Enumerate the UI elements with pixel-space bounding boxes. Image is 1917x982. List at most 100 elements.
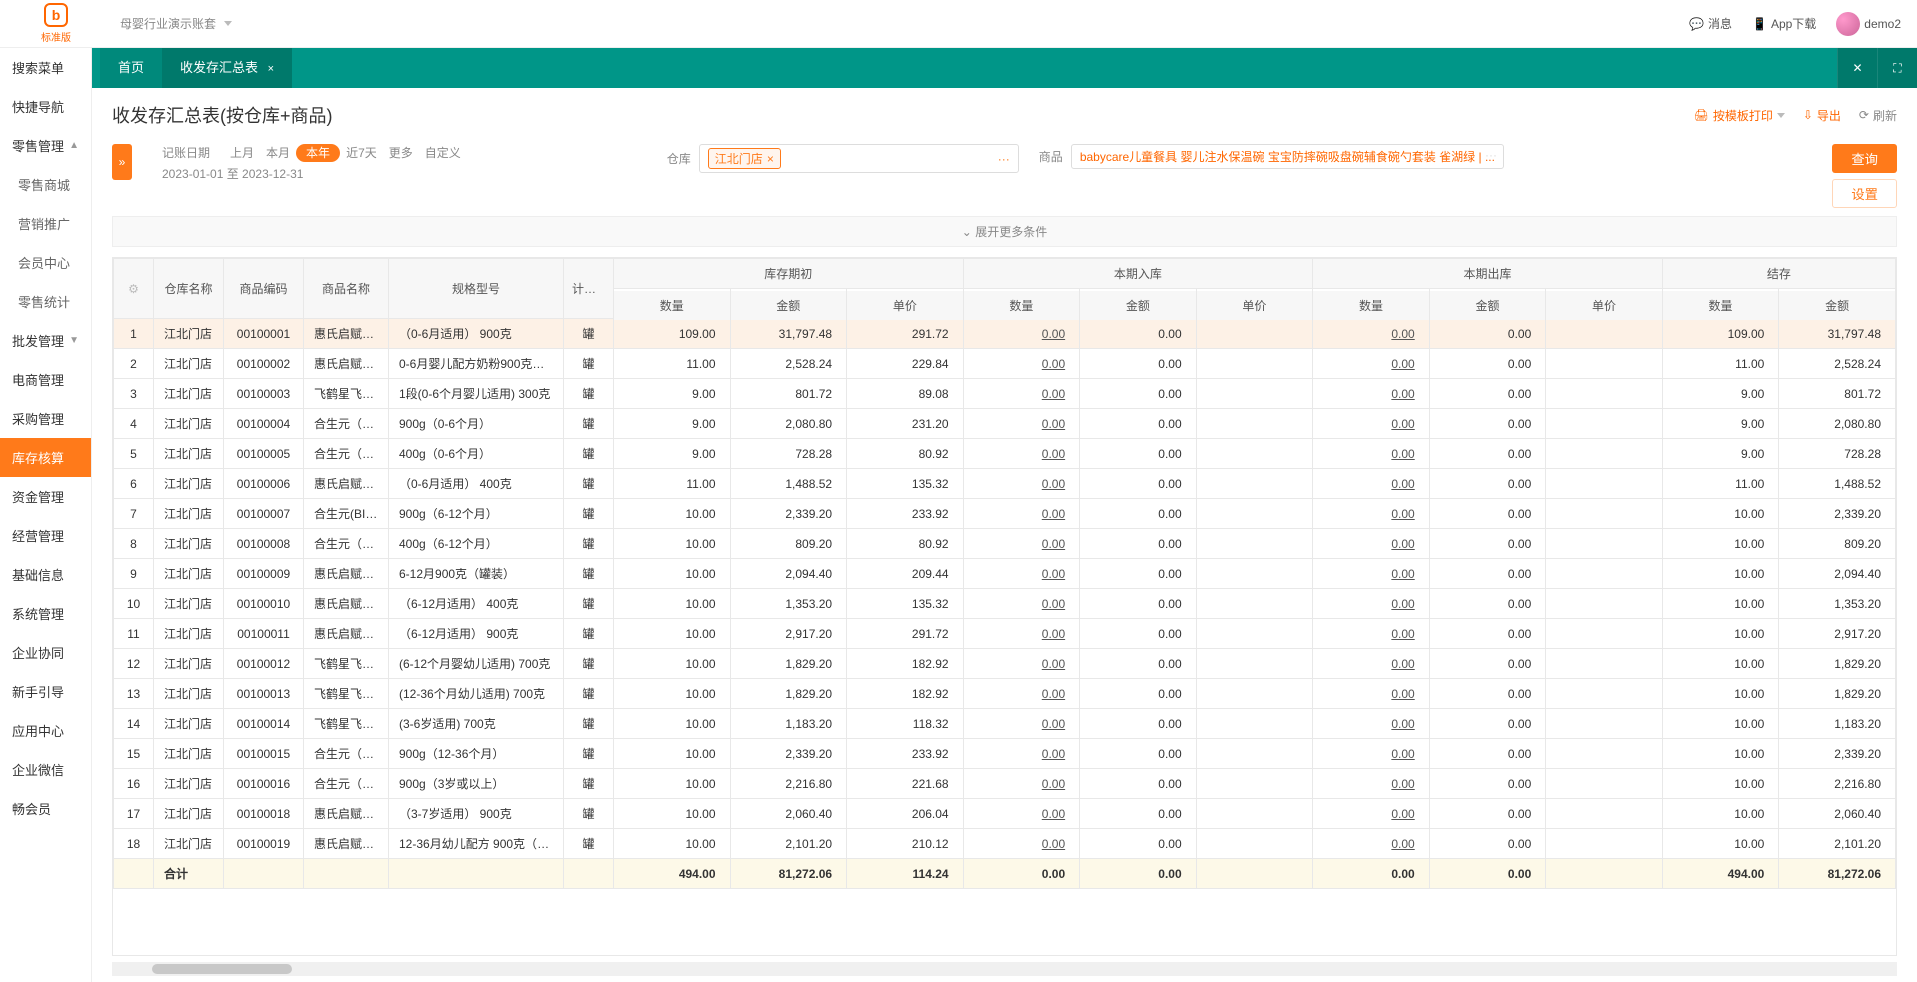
drill-link[interactable]: 0.00: [1042, 357, 1065, 371]
drill-link[interactable]: 0.00: [1042, 717, 1065, 731]
drill-link[interactable]: 0.00: [1391, 477, 1414, 491]
table-row[interactable]: 8江北门店00100008合生元（BI...400g（6-12个月）罐10.00…: [114, 529, 1896, 559]
table-row[interactable]: 12江北门店00100012飞鹤星飞帆...(6-12个月婴幼儿适用) 700克…: [114, 649, 1896, 679]
horizontal-scrollbar[interactable]: [112, 962, 1897, 976]
sidebar-item-13[interactable]: 基础信息: [0, 555, 91, 594]
table-row[interactable]: 1江北门店00100001惠氏启赋（...（0-6月适用） 900克罐109.0…: [114, 319, 1896, 349]
sidebar-item-14[interactable]: 系统管理: [0, 594, 91, 633]
sidebar-item-12[interactable]: 经营管理: [0, 516, 91, 555]
chip-remove-icon[interactable]: ×: [767, 152, 774, 166]
warehouse-chip[interactable]: 江北门店 ×: [708, 148, 781, 169]
sidebar-item-9[interactable]: 采购管理: [0, 399, 91, 438]
drill-link[interactable]: 0.00: [1042, 747, 1065, 761]
table-row[interactable]: 7江北门店00100007合生元(BIO...900g（6-12个月）罐10.0…: [114, 499, 1896, 529]
drill-link[interactable]: 0.00: [1391, 417, 1414, 431]
drill-link[interactable]: 0.00: [1042, 777, 1065, 791]
table-row[interactable]: 13江北门店00100013飞鹤星飞帆...(12-36个月幼儿适用) 700克…: [114, 679, 1896, 709]
table-row[interactable]: 18江北门店00100019惠氏启赋（...12-36月幼儿配方 900克（罐装…: [114, 829, 1896, 859]
entity-selector[interactable]: 母婴行业演示账套: [120, 15, 232, 32]
drill-link[interactable]: 0.00: [1391, 747, 1414, 761]
sidebar-item-17[interactable]: 应用中心: [0, 711, 91, 750]
warehouse-field[interactable]: 江北门店 × ···: [699, 144, 1019, 173]
drill-link[interactable]: 0.00: [1042, 807, 1065, 821]
date-option-2[interactable]: 本年: [296, 144, 340, 162]
sidebar-item-7[interactable]: 批发管理▼: [0, 321, 91, 360]
sidebar-item-6[interactable]: 零售统计: [0, 282, 91, 321]
sidebar-item-16[interactable]: 新手引导: [0, 672, 91, 711]
date-option-4[interactable]: 更多: [383, 144, 419, 162]
drill-link[interactable]: 0.00: [1042, 507, 1065, 521]
expand-filters-button[interactable]: ⌄ 展开更多条件: [112, 216, 1897, 247]
sidebar-item-4[interactable]: 营销推广: [0, 204, 91, 243]
table-row[interactable]: 3江北门店00100003飞鹤星飞帆...1段(0-6个月婴儿适用) 300克罐…: [114, 379, 1896, 409]
drill-link[interactable]: 0.00: [1391, 807, 1414, 821]
sidebar-item-18[interactable]: 企业微信: [0, 750, 91, 789]
scrollbar-thumb[interactable]: [152, 964, 292, 974]
table-row[interactable]: 10江北门店00100010惠氏启赋（...（6-12月适用） 400克罐10.…: [114, 589, 1896, 619]
table-row[interactable]: 16江北门店00100016合生元（BI...900g（3岁或以上）罐10.00…: [114, 769, 1896, 799]
settings-button[interactable]: 设置: [1832, 179, 1897, 208]
export-button[interactable]: ⇩ 导出: [1803, 107, 1841, 124]
date-option-1[interactable]: 本月: [260, 144, 296, 162]
tab-home[interactable]: 首页: [100, 48, 162, 88]
tab-close-icon[interactable]: ×: [268, 63, 274, 75]
sidebar-item-15[interactable]: 企业协同: [0, 633, 91, 672]
fullscreen-toggle[interactable]: ⛶: [1877, 48, 1917, 88]
product-field[interactable]: babycare儿童餐具 婴儿注水保温碗 宝宝防摔碗吸盘碗辅食碗勺套装 雀湖绿 …: [1071, 144, 1504, 169]
drill-link[interactable]: 0.00: [1042, 627, 1065, 641]
product-more-icon[interactable]: ···: [1485, 148, 1497, 162]
table-row[interactable]: 5江北门店00100005合生元（BI...400g（0-6个月）罐9.0072…: [114, 439, 1896, 469]
drill-link[interactable]: 0.00: [1391, 687, 1414, 701]
sidebar-item-8[interactable]: 电商管理: [0, 360, 91, 399]
drill-link[interactable]: 0.00: [1042, 837, 1065, 851]
table-row[interactable]: 15江北门店00100015合生元（BI...900g（12-36个月）罐10.…: [114, 739, 1896, 769]
drill-link[interactable]: 0.00: [1391, 537, 1414, 551]
date-option-5[interactable]: 自定义: [419, 144, 467, 162]
drill-link[interactable]: 0.00: [1391, 327, 1414, 341]
drill-link[interactable]: 0.00: [1042, 657, 1065, 671]
table-row[interactable]: 2江北门店00100002惠氏启赋（...0-6月婴儿配方奶粉900克（罐装）罐…: [114, 349, 1896, 379]
sidebar-item-2[interactable]: 零售管理▲: [0, 126, 91, 165]
col-settings-icon[interactable]: ⚙: [114, 259, 154, 319]
drill-link[interactable]: 0.00: [1042, 567, 1065, 581]
drill-link[interactable]: 0.00: [1391, 507, 1414, 521]
drill-link[interactable]: 0.00: [1042, 417, 1065, 431]
drill-link[interactable]: 0.00: [1391, 597, 1414, 611]
app-download-link[interactable]: 📱 App下载: [1752, 15, 1816, 32]
drill-link[interactable]: 0.00: [1042, 537, 1065, 551]
tab-close-all[interactable]: ✕: [1837, 48, 1877, 88]
query-button[interactable]: 查询: [1832, 144, 1897, 173]
drill-link[interactable]: 0.00: [1391, 627, 1414, 641]
collapse-filters-button[interactable]: »: [112, 144, 132, 180]
drill-link[interactable]: 0.00: [1042, 327, 1065, 341]
drill-link[interactable]: 0.00: [1391, 567, 1414, 581]
drill-link[interactable]: 0.00: [1042, 477, 1065, 491]
table-row[interactable]: 11江北门店00100011惠氏启赋（...（6-12月适用） 900克罐10.…: [114, 619, 1896, 649]
drill-link[interactable]: 0.00: [1042, 387, 1065, 401]
sidebar-item-0[interactable]: 搜索菜单: [0, 48, 91, 87]
sidebar-item-1[interactable]: 快捷导航: [0, 87, 91, 126]
sidebar-item-11[interactable]: 资金管理: [0, 477, 91, 516]
sidebar-item-19[interactable]: 畅会员: [0, 789, 91, 828]
warehouse-more[interactable]: ···: [998, 152, 1010, 166]
tab-report[interactable]: 收发存汇总表 ×: [162, 48, 292, 88]
sidebar-item-10[interactable]: 库存核算: [0, 438, 91, 477]
drill-link[interactable]: 0.00: [1391, 387, 1414, 401]
table-row[interactable]: 6江北门店00100006惠氏启赋（...（0-6月适用） 400克罐11.00…: [114, 469, 1896, 499]
messages-link[interactable]: 💬 消息: [1689, 15, 1732, 32]
drill-link[interactable]: 0.00: [1391, 657, 1414, 671]
table-row[interactable]: 9江北门店00100009惠氏启赋（...6-12月900克（罐装）罐10.00…: [114, 559, 1896, 589]
drill-link[interactable]: 0.00: [1042, 597, 1065, 611]
user-menu[interactable]: demo2: [1836, 12, 1901, 36]
table-row[interactable]: 4江北门店00100004合生元（BI...900g（0-6个月）罐9.002,…: [114, 409, 1896, 439]
date-option-3[interactable]: 近7天: [340, 144, 383, 162]
refresh-button[interactable]: ⟳ 刷新: [1859, 107, 1897, 124]
table-row[interactable]: 14江北门店00100014飞鹤星飞帆...(3-6岁适用) 700克罐10.0…: [114, 709, 1896, 739]
sidebar-item-3[interactable]: 零售商城: [0, 165, 91, 204]
drill-link[interactable]: 0.00: [1042, 447, 1065, 461]
drill-link[interactable]: 0.00: [1391, 717, 1414, 731]
table-row[interactable]: 17江北门店00100018惠氏启赋（...（3-7岁适用） 900克罐10.0…: [114, 799, 1896, 829]
sidebar-item-5[interactable]: 会员中心: [0, 243, 91, 282]
drill-link[interactable]: 0.00: [1391, 447, 1414, 461]
drill-link[interactable]: 0.00: [1391, 357, 1414, 371]
